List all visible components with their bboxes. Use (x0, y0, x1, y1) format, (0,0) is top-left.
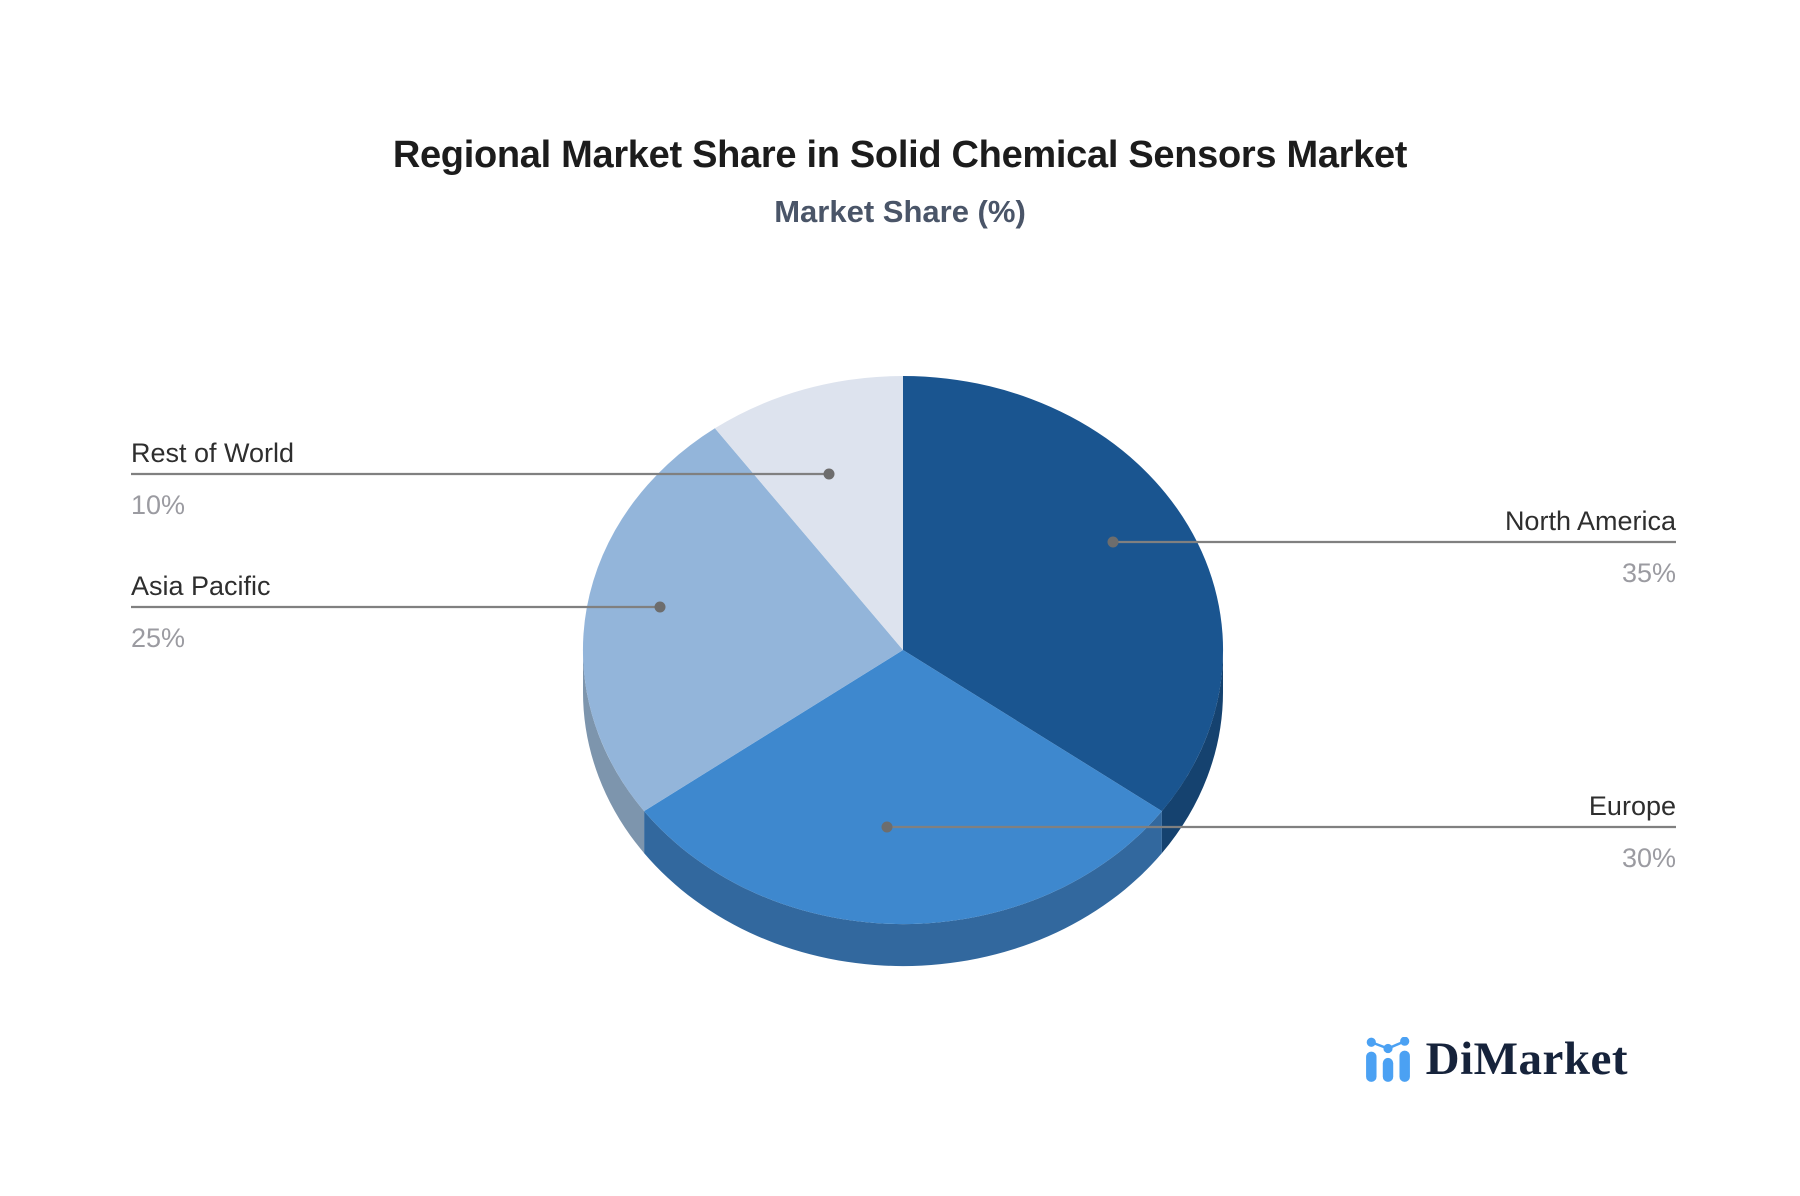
slice-value-label-rest-of-world: 10% (131, 490, 185, 520)
pie-slice-asia-pacific[interactable] (582, 428, 903, 812)
pie-slice-side-europe (644, 811, 1162, 967)
pie-slice-europe[interactable] (644, 650, 1162, 925)
slice-value-label-asia-pacific: 25% (131, 623, 185, 653)
logo-bar (1365, 1051, 1377, 1082)
pie-slice-side-asia-pacific (583, 650, 645, 854)
slice-value-label-north-america: 35% (1622, 558, 1676, 588)
slice-name-label-asia-pacific: Asia Pacific (131, 571, 271, 601)
pie-slice-side-north-america (1161, 650, 1224, 854)
logo-text: DiMarket (1425, 1033, 1628, 1085)
logo-bar (1399, 1050, 1410, 1082)
pie-3d-rims (583, 650, 1224, 967)
pie-slice-north-america[interactable] (903, 376, 1224, 812)
slice-name-label-europe: Europe (1589, 791, 1676, 821)
logo-dot (1383, 1043, 1393, 1054)
pie-slices (582, 376, 1224, 925)
logo: DiMarket (1364, 1036, 1628, 1083)
slice-name-label-north-america: North America (1505, 506, 1677, 536)
label-anchor-dot-asia-pacific (654, 601, 666, 613)
logo-bar (1382, 1057, 1393, 1082)
pie-data-labels: North America 35% Europe 30% Asia Pacific 25%… (131, 438, 1677, 873)
logo-dot (1366, 1037, 1376, 1047)
chart-title: Regional Market Share in Solid Chemical … (392, 134, 1408, 176)
pie-slice-rest-of-world[interactable] (714, 376, 903, 650)
label-anchor-dot-rest-of-world (823, 468, 835, 480)
slice-name-label-rest-of-world: Rest of World (131, 438, 294, 468)
slice-value-label-europe: 30% (1622, 843, 1676, 873)
label-anchor-dot-europe (881, 821, 893, 833)
bar-chart-logo-icon (1365, 1037, 1410, 1082)
chart-subtitle: Market Share (%) (774, 194, 1026, 229)
logo-dot (1399, 1037, 1409, 1046)
label-anchor-dot-north-america (1107, 536, 1119, 548)
